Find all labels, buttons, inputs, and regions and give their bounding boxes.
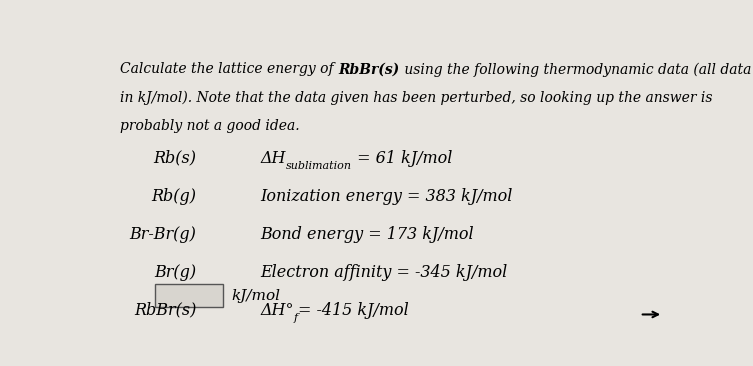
Text: = 61 kJ/mol: = 61 kJ/mol <box>352 150 453 167</box>
Text: using the following thermodynamic data (all data is: using the following thermodynamic data (… <box>400 62 753 76</box>
Text: Calculate the lattice energy of: Calculate the lattice energy of <box>120 62 338 76</box>
Text: ΔH: ΔH <box>261 150 286 167</box>
Text: Ionization energy = 383 kJ/mol: Ionization energy = 383 kJ/mol <box>261 188 513 205</box>
Text: = -415 kJ/mol: = -415 kJ/mol <box>298 302 409 319</box>
Text: Bond energy = 173 kJ/mol: Bond energy = 173 kJ/mol <box>261 226 474 243</box>
Text: kJ/mol: kJ/mol <box>231 289 280 303</box>
Text: f: f <box>294 313 298 323</box>
Text: RbBr(s): RbBr(s) <box>338 62 400 76</box>
Text: Br-Br(g): Br-Br(g) <box>130 226 197 243</box>
Text: in kJ/mol). Note that the data given has been perturbed, so looking up the answe: in kJ/mol). Note that the data given has… <box>120 90 713 105</box>
Text: Br(g): Br(g) <box>154 264 197 281</box>
Text: ΔH°: ΔH° <box>261 302 294 319</box>
Text: Rb(s): Rb(s) <box>154 150 197 167</box>
FancyBboxPatch shape <box>155 284 223 307</box>
Text: Electron affinity = -345 kJ/mol: Electron affinity = -345 kJ/mol <box>261 264 508 281</box>
Text: probably not a good idea.: probably not a good idea. <box>120 119 300 132</box>
Text: RbBr(s): RbBr(s) <box>134 302 197 319</box>
Text: Rb(g): Rb(g) <box>151 188 197 205</box>
Text: sublimation: sublimation <box>286 161 352 171</box>
